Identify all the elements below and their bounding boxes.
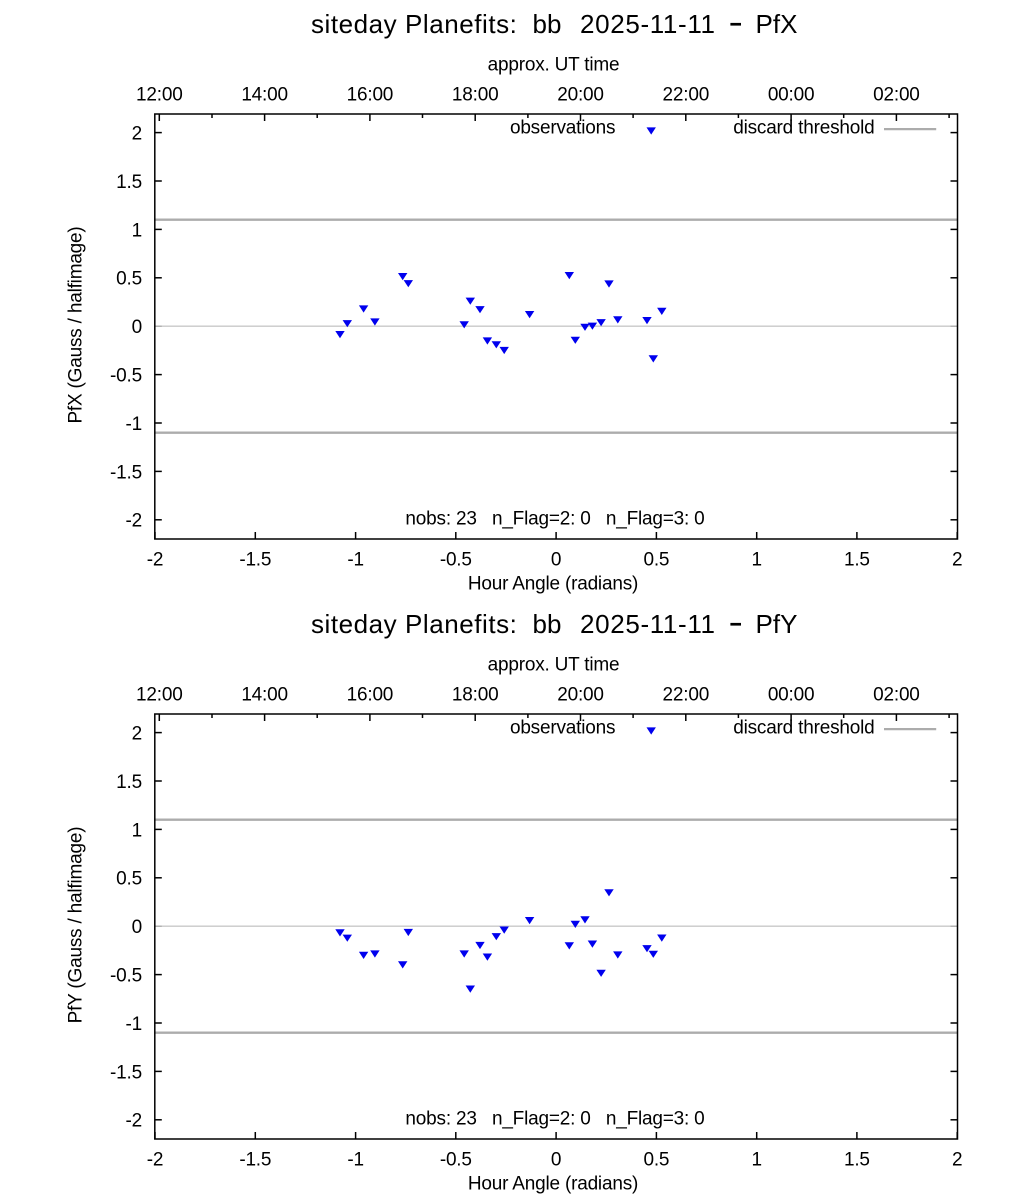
svg-text:0.5: 0.5	[116, 869, 142, 890]
svg-text:2: 2	[132, 124, 142, 145]
svg-text:1: 1	[132, 820, 142, 841]
svg-text:-0.5: -0.5	[440, 549, 472, 570]
svg-text:0.5: 0.5	[116, 269, 142, 290]
svg-text:16:00: 16:00	[347, 684, 394, 705]
svg-text:16:00: 16:00	[347, 84, 394, 105]
svg-text:1: 1	[132, 220, 142, 241]
svg-text:2: 2	[952, 1149, 962, 1170]
svg-text:2025-11-11: 2025-11-11	[580, 609, 716, 639]
svg-text:siteday Planefits:: siteday Planefits:	[311, 9, 517, 39]
svg-text:00:00: 00:00	[768, 84, 815, 105]
svg-text:Hour Angle (radians): Hour Angle (radians)	[468, 573, 638, 594]
svg-text:PfX (Gauss / halfimage): PfX (Gauss / halfimage)	[65, 226, 86, 423]
svg-text:0: 0	[132, 317, 142, 338]
svg-text:Hour Angle (radians): Hour Angle (radians)	[468, 1173, 638, 1194]
svg-text:bb: bb	[533, 609, 562, 639]
svg-text:PfX: PfX	[756, 9, 798, 39]
svg-text:20:00: 20:00	[557, 684, 604, 705]
svg-text:14:00: 14:00	[241, 684, 288, 705]
svg-text:nobs: 23 n_Flag=2: 0 n_Fla: nobs: 23 n_Flag=2: 0 n_Flag=3: 0	[405, 509, 704, 530]
svg-text:1: 1	[752, 1149, 762, 1170]
svg-text:1: 1	[752, 549, 762, 570]
svg-text:-1.5: -1.5	[110, 1062, 142, 1083]
svg-text:22:00: 22:00	[663, 684, 710, 705]
svg-text:-2: -2	[126, 1111, 143, 1132]
svg-text:00:00: 00:00	[768, 684, 815, 705]
svg-text:-1.5: -1.5	[239, 549, 271, 570]
svg-text:02:00: 02:00	[873, 84, 920, 105]
svg-text:02:00: 02:00	[873, 684, 920, 705]
svg-text:2: 2	[132, 724, 142, 745]
svg-text:-2: -2	[126, 511, 143, 532]
svg-text:0.5: 0.5	[643, 1149, 669, 1170]
svg-text:18:00: 18:00	[452, 684, 499, 705]
svg-text:-1: -1	[126, 414, 143, 435]
svg-text:0.5: 0.5	[643, 549, 669, 570]
svg-text:12:00: 12:00	[136, 684, 183, 705]
svg-text:PfY: PfY	[756, 609, 798, 639]
svg-text:-0.5: -0.5	[110, 366, 142, 387]
svg-text:approx. UT time: approx. UT time	[488, 55, 620, 76]
svg-text:-0.5: -0.5	[440, 1149, 472, 1170]
svg-text:0: 0	[551, 1149, 561, 1170]
svg-text:-1.5: -1.5	[239, 1149, 271, 1170]
svg-text:-0.5: -0.5	[110, 966, 142, 987]
svg-text:PfY (Gauss / halfimage): PfY (Gauss / halfimage)	[65, 827, 86, 1024]
svg-text:18:00: 18:00	[452, 84, 499, 105]
svg-text:20:00: 20:00	[557, 84, 604, 105]
svg-text:14:00: 14:00	[241, 84, 288, 105]
svg-text:-2: -2	[147, 549, 164, 570]
svg-text:siteday Planefits:: siteday Planefits:	[311, 609, 517, 639]
svg-text:discard threshold: discard threshold	[733, 718, 874, 739]
svg-text:-1: -1	[347, 549, 364, 570]
svg-text:-1: -1	[126, 1014, 143, 1035]
svg-text:observations: observations	[510, 718, 615, 739]
svg-text:approx. UT time: approx. UT time	[488, 655, 620, 676]
svg-text:2025-11-11: 2025-11-11	[580, 9, 716, 39]
svg-text:22:00: 22:00	[663, 84, 710, 105]
svg-text:0: 0	[551, 549, 561, 570]
svg-text:-1: -1	[347, 1149, 364, 1170]
svg-text:2: 2	[952, 549, 962, 570]
svg-text:-2: -2	[147, 1149, 164, 1170]
svg-text:observations: observations	[510, 118, 615, 139]
svg-text:1.5: 1.5	[116, 772, 142, 793]
svg-text:12:00: 12:00	[136, 84, 183, 105]
svg-text:nobs: 23 n_Flag=2: 0 n_Fla: nobs: 23 n_Flag=2: 0 n_Flag=3: 0	[405, 1109, 704, 1130]
svg-text:1.5: 1.5	[116, 172, 142, 193]
svg-text:1.5: 1.5	[844, 549, 870, 570]
svg-text:discard threshold: discard threshold	[733, 118, 874, 139]
svg-text:bb: bb	[533, 9, 562, 39]
svg-text:0: 0	[132, 917, 142, 938]
svg-text:-1.5: -1.5	[110, 462, 142, 483]
svg-text:1.5: 1.5	[844, 1149, 870, 1170]
